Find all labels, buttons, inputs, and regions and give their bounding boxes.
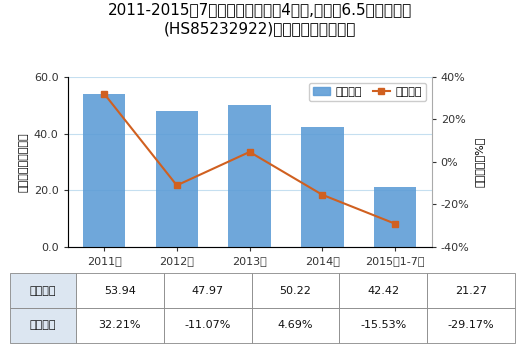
Text: 2011-2015年7月未录制的宽度超4毫米,但不超6.5毫米的磁带: 2011-2015年7月未录制的宽度超4毫米,但不超6.5毫米的磁带 <box>108 2 412 17</box>
Text: (HS85232922)出口总额及增速统计: (HS85232922)出口总额及增速统计 <box>164 21 356 36</box>
Bar <box>374 187 417 247</box>
Bar <box>301 127 344 247</box>
Bar <box>155 111 198 247</box>
Bar <box>83 94 125 247</box>
Bar <box>228 105 271 247</box>
Legend: 出口金额, 同比增长: 出口金额, 同比增长 <box>308 83 426 102</box>
Y-axis label: 出口金额（万美元）: 出口金额（万美元） <box>18 132 28 192</box>
Y-axis label: 同比增速（%）: 同比增速（%） <box>475 137 485 187</box>
